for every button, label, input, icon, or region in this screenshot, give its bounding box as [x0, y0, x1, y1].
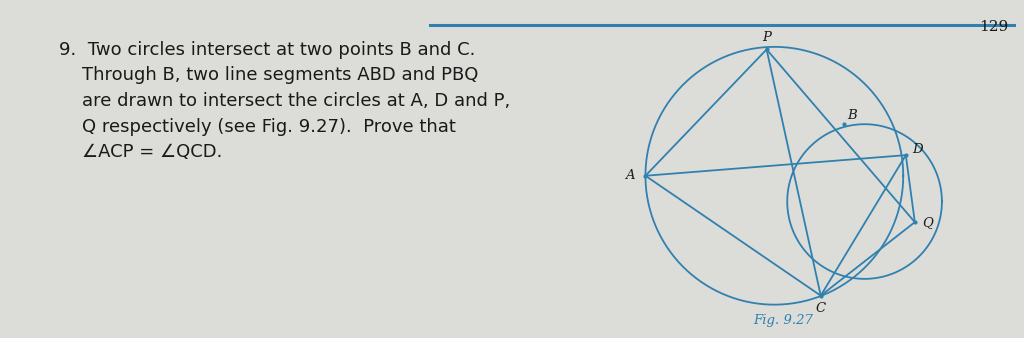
Text: B: B [847, 109, 856, 122]
Text: A: A [626, 169, 635, 182]
Text: P: P [762, 31, 771, 44]
Text: C: C [816, 302, 825, 315]
Text: Q: Q [923, 216, 933, 229]
Text: D: D [912, 143, 923, 156]
Text: 129: 129 [979, 20, 1009, 34]
Text: Fig. 9.27: Fig. 9.27 [754, 314, 813, 327]
Text: 9.  Two circles intersect at two points B and C.
    Through B, two line segment: 9. Two circles intersect at two points B… [59, 41, 511, 161]
